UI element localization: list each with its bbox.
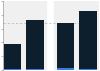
Bar bbox=[79, 69, 97, 70]
Bar bbox=[57, 23, 74, 70]
Bar bbox=[79, 11, 97, 70]
Bar bbox=[54, 1, 99, 70]
Bar bbox=[4, 44, 21, 70]
Bar bbox=[4, 69, 21, 70]
Bar bbox=[26, 20, 44, 70]
Bar bbox=[57, 68, 74, 70]
Bar bbox=[26, 69, 44, 70]
Bar bbox=[3, 1, 46, 70]
